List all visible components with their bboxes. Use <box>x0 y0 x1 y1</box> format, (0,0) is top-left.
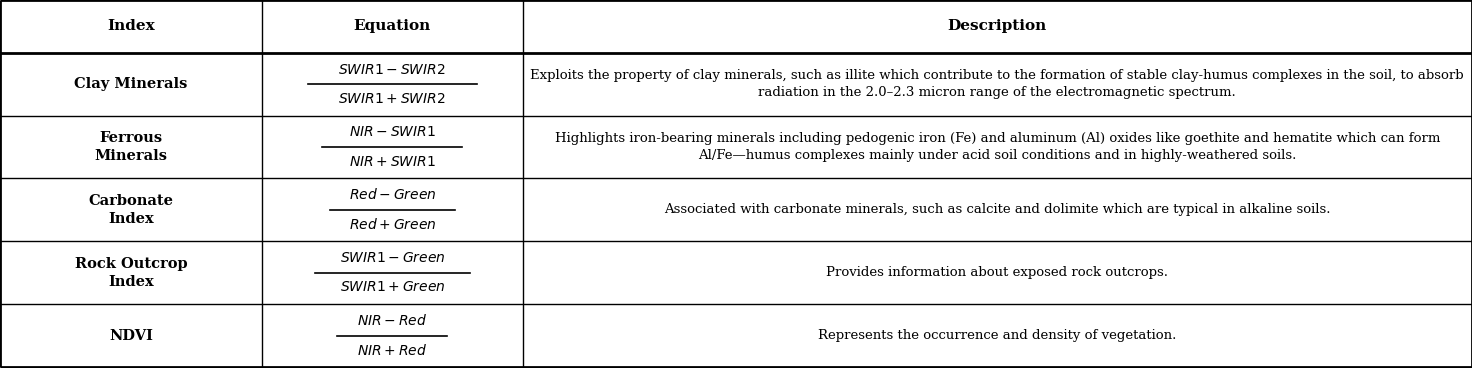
Text: Clay Minerals: Clay Minerals <box>74 77 188 91</box>
Text: Rock Outcrop
Index: Rock Outcrop Index <box>75 257 187 289</box>
Text: $NIR - SWIR1$: $NIR - SWIR1$ <box>349 125 436 139</box>
Text: Associated with carbonate minerals, such as calcite and dolimite which are typic: Associated with carbonate minerals, such… <box>664 204 1331 216</box>
Text: $Red - Green$: $Red - Green$ <box>349 187 436 202</box>
Text: Carbonate
Index: Carbonate Index <box>88 194 174 226</box>
Text: $NIR + SWIR1$: $NIR + SWIR1$ <box>349 155 436 169</box>
Text: $SWIR1 - SWIR2$: $SWIR1 - SWIR2$ <box>339 63 446 77</box>
Text: Description: Description <box>948 19 1047 33</box>
Text: Ferrous
Minerals: Ferrous Minerals <box>94 131 168 163</box>
Text: $SWIR1 + SWIR2$: $SWIR1 + SWIR2$ <box>339 92 446 106</box>
Text: Highlights iron-bearing minerals including pedogenic iron (Fe) and aluminum (Al): Highlights iron-bearing minerals includi… <box>555 132 1440 162</box>
Text: $Red + Green$: $Red + Green$ <box>349 217 436 233</box>
Text: $NIR - Red$: $NIR - Red$ <box>358 313 427 328</box>
Text: Exploits the property of clay minerals, such as illite which contribute to the f: Exploits the property of clay minerals, … <box>530 69 1465 99</box>
Text: Provides information about exposed rock outcrops.: Provides information about exposed rock … <box>826 266 1169 279</box>
Text: $SWIR1 - Green$: $SWIR1 - Green$ <box>340 251 445 265</box>
Text: Equation: Equation <box>353 19 431 33</box>
Text: Represents the occurrence and density of vegetation.: Represents the occurrence and density of… <box>818 329 1176 342</box>
Text: $SWIR1 + Green$: $SWIR1 + Green$ <box>340 280 445 294</box>
Text: NDVI: NDVI <box>109 329 153 343</box>
Text: $NIR + Red$: $NIR + Red$ <box>358 343 427 358</box>
Text: Index: Index <box>107 19 155 33</box>
